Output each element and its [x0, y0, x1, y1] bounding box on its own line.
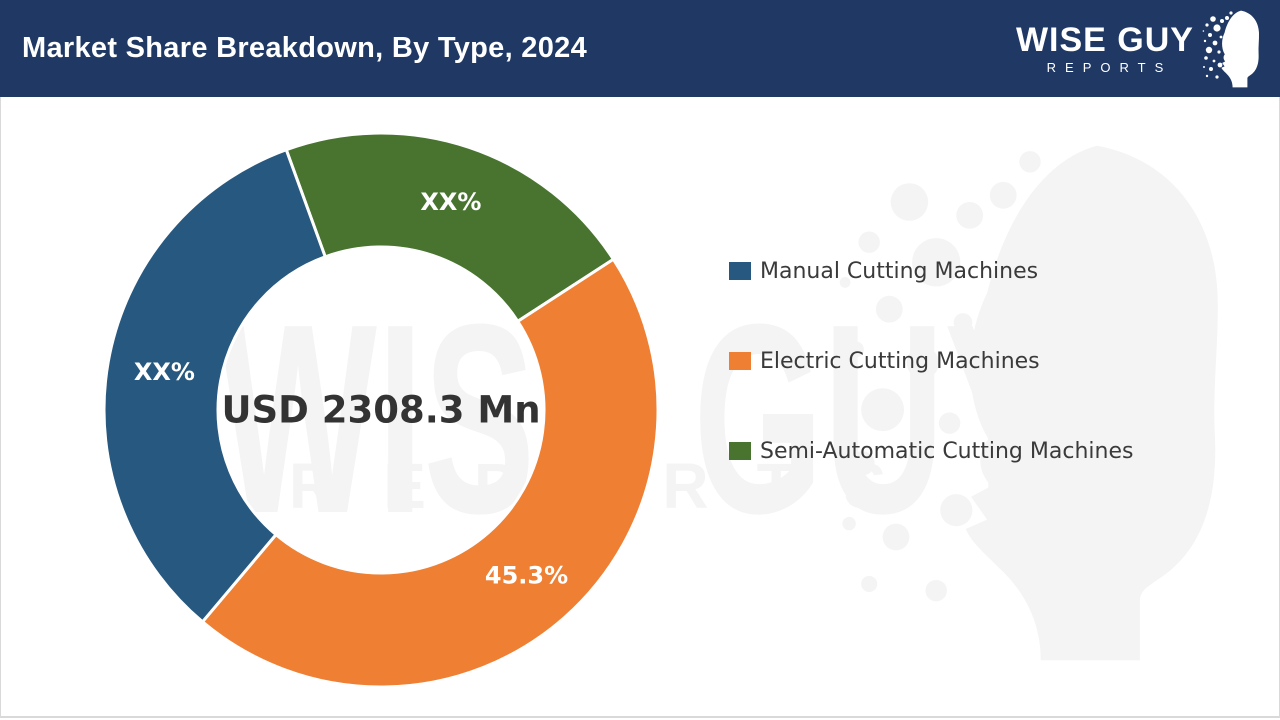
legend-swatch [729, 262, 751, 280]
legend: Manual Cutting Machines Electric Cutting… [729, 257, 1133, 527]
legend-item: Electric Cutting Machines [729, 347, 1133, 375]
donut-segment [284, 133, 616, 324]
legend-item: Manual Cutting Machines [729, 257, 1133, 285]
legend-label: Electric Cutting Machines [760, 348, 1040, 374]
wiseguy-logo: WISE GUY REPORTS [1016, 8, 1262, 90]
logo-text: WISE GUY REPORTS [1015, 20, 1194, 76]
header: Market Share Breakdown, By Type, 2024 WI… [0, 0, 1280, 97]
donut-segment [104, 147, 328, 624]
bottom-divider [0, 716, 1280, 718]
legend-item: Semi-Automatic Cutting Machines [729, 437, 1133, 465]
legend-label: Manual Cutting Machines [760, 258, 1039, 284]
chart-area: WISE GUY REPORTS XX%45.3%XX% USD 2308.3 … [0, 97, 1280, 716]
slice-label: XX% [420, 188, 481, 216]
legend-swatch [729, 352, 751, 370]
legend-label: Semi-Automatic Cutting Machines [760, 438, 1134, 464]
donut-segment [200, 257, 658, 687]
wiseguy-face-icon [1202, 10, 1260, 88]
logo-subtext: REPORTS [1046, 60, 1173, 76]
slice-label: XX% [134, 358, 195, 386]
donut-center-value: USD 2308.3 Mn [221, 388, 541, 432]
logo-wordmark: WISE GUY [1015, 20, 1194, 59]
slice-label: 45.3% [485, 561, 568, 589]
page-title: Market Share Breakdown, By Type, 2024 [22, 32, 588, 64]
donut-chart: XX% 45.3% XX% [104, 133, 658, 687]
legend-swatch [729, 442, 751, 460]
